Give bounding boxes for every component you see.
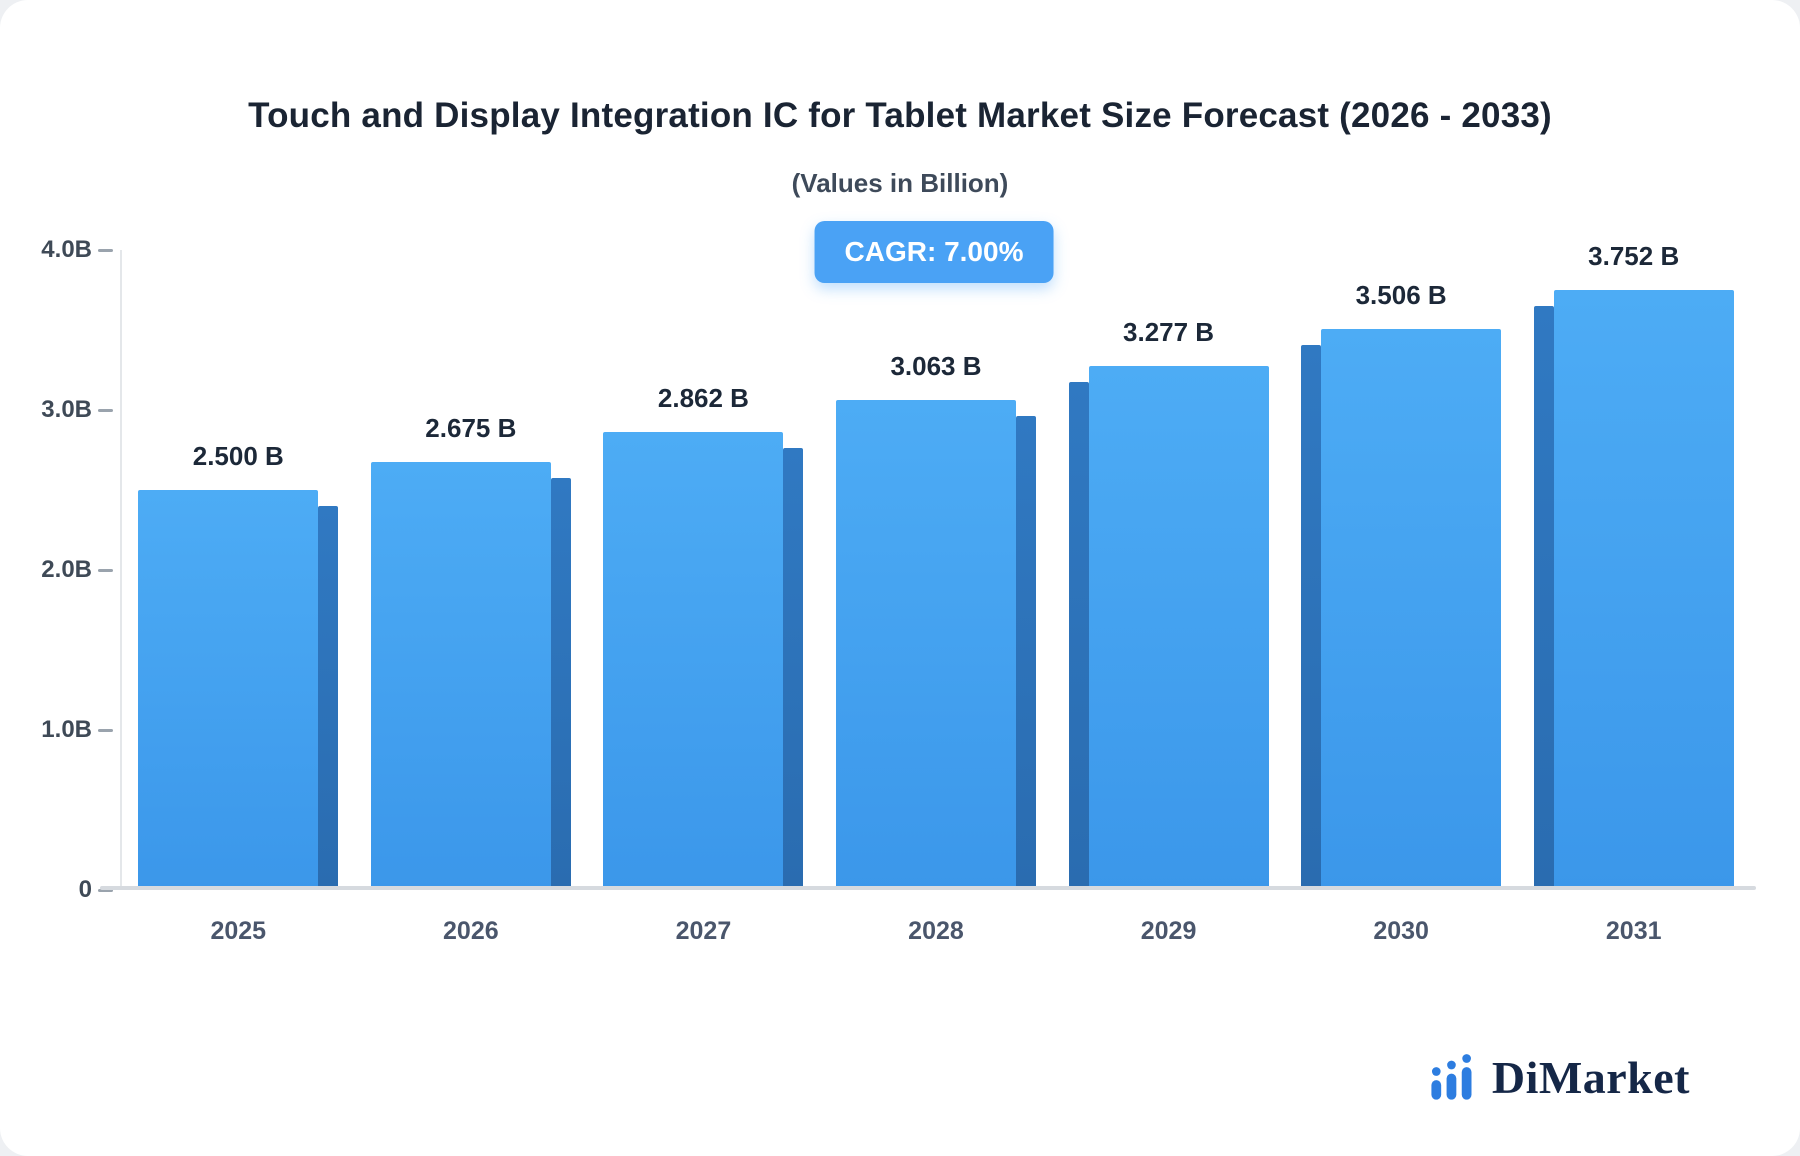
bar-value-label: 3.063 B (890, 350, 982, 381)
bar-value-label: 3.752 B (1588, 240, 1680, 271)
bar-group: 2.500 B 2025 (122, 250, 355, 945)
y-axis-tick-label: 2.0B (41, 556, 92, 583)
brand-logo-text: DiMarket (1491, 1052, 1690, 1103)
bar-side (318, 506, 339, 890)
y-axis-tick-label: 3.0B (41, 396, 92, 423)
bar[interactable] (603, 432, 804, 890)
y-axis-tick-label: 0 (78, 876, 92, 903)
bar-side (783, 448, 804, 890)
x-axis-label: 2028 (908, 917, 964, 945)
bar-value-label: 3.506 B (1355, 280, 1447, 311)
bar-face (138, 490, 319, 890)
y-axis-tick-mark (98, 248, 113, 252)
bar[interactable] (138, 490, 339, 890)
bar-value-label: 2.862 B (657, 383, 749, 414)
bar-face (1321, 329, 1502, 890)
x-axis-label: 2026 (443, 917, 499, 945)
bar[interactable] (835, 399, 1036, 890)
bar[interactable] (1301, 329, 1502, 890)
bar-value-label: 2.500 B (192, 441, 284, 471)
bar-group: 2.675 B 2026 (355, 250, 588, 945)
x-axis-label: 2031 (1605, 917, 1662, 945)
bar-face (1553, 289, 1734, 890)
bar[interactable] (1533, 289, 1734, 890)
bar-face (370, 462, 551, 890)
cagr-badge: CAGR: 7.00% (814, 221, 1054, 283)
bar[interactable] (370, 462, 571, 890)
bar-side (1068, 381, 1089, 890)
x-axis-line (100, 886, 1756, 890)
y-axis-tick-label: 4.0B (41, 236, 92, 263)
bar-side (550, 478, 571, 890)
bar-face (1088, 365, 1269, 890)
bar-group: 3.506 B 2030 (1285, 250, 1518, 945)
bar-group: 3.063 B 2028 (820, 250, 1053, 945)
x-axis-label: 2027 (675, 917, 732, 945)
bar-face (603, 432, 784, 890)
bar-chart-icon (1426, 1052, 1478, 1104)
bar-group: 3.752 B 2031 (1517, 241, 1750, 945)
bar-face (835, 399, 1016, 890)
y-axis-tick-label: 1.0B (41, 716, 92, 743)
x-axis-label: 2030 (1373, 917, 1429, 945)
bar-group: 2.862 B 2027 (587, 250, 820, 945)
y-axis-tick-mark (98, 568, 113, 572)
y-axis-tick-mark (98, 408, 113, 412)
plot-area: 4.0B 3.0B 2.0B 1.0B 0 2.500 B 2025 2.675 B 2026 2… (41, 236, 1750, 945)
bar-side (1015, 415, 1036, 890)
bar-value-label: 3.277 B (1123, 316, 1215, 347)
x-axis-label: 2025 (210, 917, 267, 945)
bar-value-label: 2.675 B (425, 413, 517, 443)
bar-side (1533, 305, 1554, 890)
chart-subtitle: (Values in Billion) (791, 168, 1009, 198)
bar[interactable] (1068, 365, 1269, 890)
chart-title: Touch and Display Integration IC for Tab… (248, 96, 1552, 135)
bar-side (1301, 345, 1322, 890)
brand-logo: DiMarket (1426, 1051, 1690, 1104)
y-axis-tick-mark (98, 888, 113, 892)
bar-group: 3.277 B 2029 (1052, 250, 1285, 945)
y-axis-tick-mark (98, 728, 113, 732)
x-axis-label: 2029 (1140, 917, 1197, 945)
